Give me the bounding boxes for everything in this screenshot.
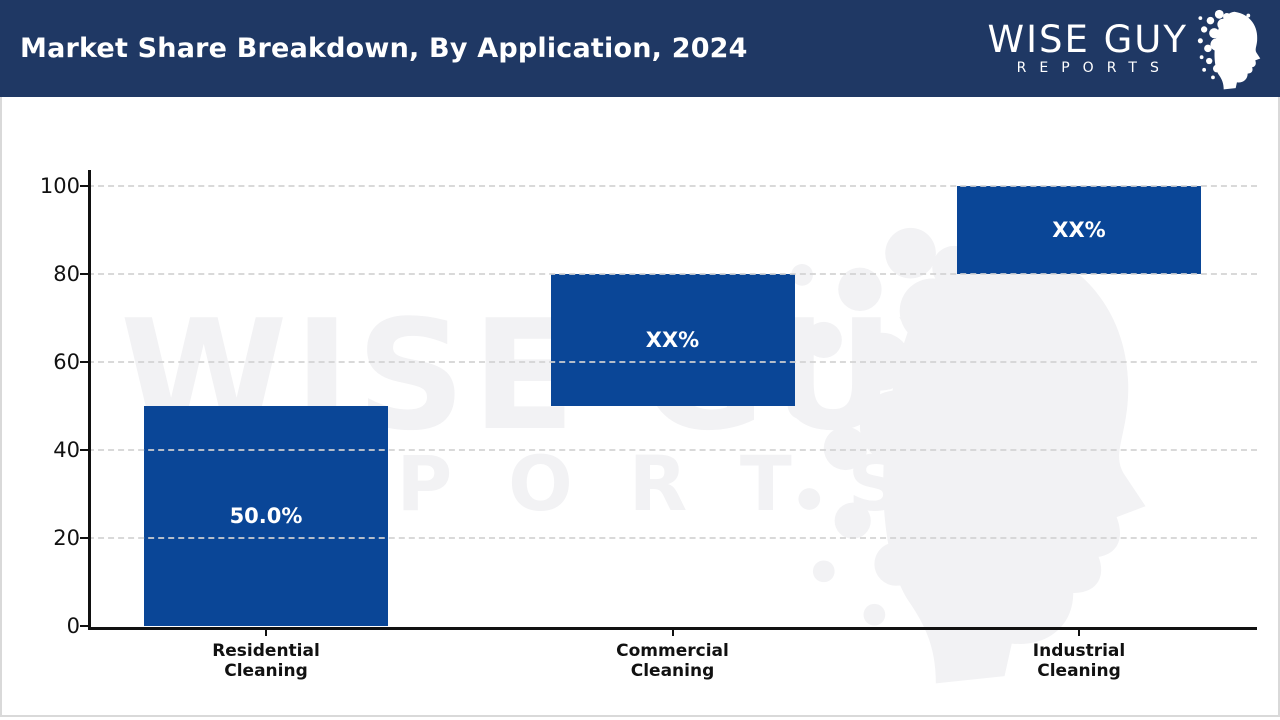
bar-value-label: 50.0% <box>229 504 303 528</box>
y-tick-mark <box>80 361 88 363</box>
y-tick-label: 60 <box>53 350 80 374</box>
bar-1 <box>144 406 388 626</box>
y-tick-mark <box>80 625 88 627</box>
x-axis-line <box>88 627 1257 630</box>
y-tick-label: 100 <box>39 174 80 198</box>
category-label: Commercial Cleaning <box>553 641 793 681</box>
gridline-40 <box>88 449 1257 451</box>
y-tick-label: 80 <box>53 262 80 286</box>
gridline-80 <box>88 273 1257 275</box>
gridline-100 <box>88 185 1257 187</box>
chart-title: Market Share Breakdown, By Application, … <box>20 33 748 64</box>
y-axis-line <box>88 170 91 630</box>
category-label-line: Commercial <box>616 641 729 661</box>
logo-wordmark: WISE GUY <box>987 17 1188 61</box>
y-tick-mark <box>80 185 88 187</box>
logo-subtitle: REPORTS <box>1016 59 1172 76</box>
gridline-20 <box>88 537 1257 539</box>
category-label-line: Cleaning <box>630 661 715 681</box>
y-tick-mark <box>80 537 88 539</box>
bar-value-label: XX% <box>645 328 700 352</box>
bar-value-label: XX% <box>1052 218 1106 242</box>
category-label: Residential Cleaning <box>146 641 386 681</box>
x-tick-mark <box>1078 630 1080 636</box>
x-tick-mark <box>265 630 267 636</box>
x-tick-mark <box>671 630 674 636</box>
header-bar: Market Share Breakdown, By Application, … <box>0 0 1280 97</box>
category-label-line: Residential <box>212 641 320 661</box>
logo-text: WISE GUY REPORTS <box>987 17 1188 76</box>
y-tick-label: 40 <box>53 438 80 462</box>
y-tick-mark <box>80 449 88 451</box>
y-tick-label: 0 <box>66 614 80 638</box>
gridline-60 <box>88 361 1257 363</box>
bar-3 <box>957 186 1201 274</box>
y-tick-mark <box>80 273 88 275</box>
chart-area: WISE GUY REPORTS 0 20 40 60 80 100 50.0% Reside… <box>0 97 1280 717</box>
category-label-line: Cleaning <box>1037 661 1121 681</box>
y-tick-label: 20 <box>53 526 80 550</box>
category-label-line: Industrial <box>1032 641 1126 661</box>
category-label-line: Cleaning <box>224 661 308 681</box>
bar-2 <box>550 274 795 406</box>
category-label: Industrial Cleaning <box>959 641 1199 681</box>
wise-guy-reports-logo: WISE GUY REPORTS <box>988 8 1280 90</box>
